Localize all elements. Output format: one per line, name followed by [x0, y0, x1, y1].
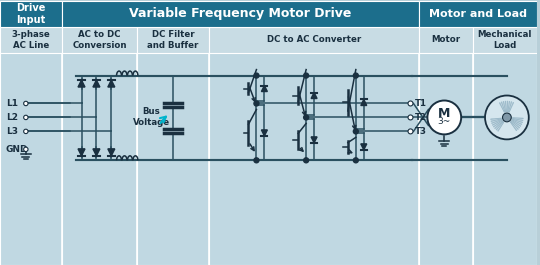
FancyBboxPatch shape	[473, 27, 537, 53]
Circle shape	[303, 73, 309, 78]
FancyBboxPatch shape	[137, 27, 209, 53]
Text: 3~: 3~	[437, 117, 451, 126]
FancyBboxPatch shape	[137, 27, 209, 265]
Polygon shape	[93, 80, 100, 87]
Polygon shape	[491, 119, 502, 124]
Circle shape	[254, 158, 259, 163]
Text: Bus
Voltage: Bus Voltage	[132, 107, 170, 127]
Polygon shape	[512, 118, 523, 121]
FancyBboxPatch shape	[0, 27, 62, 265]
FancyBboxPatch shape	[62, 1, 420, 27]
FancyBboxPatch shape	[420, 27, 473, 53]
Circle shape	[408, 101, 413, 106]
FancyBboxPatch shape	[0, 27, 62, 53]
FancyBboxPatch shape	[62, 27, 137, 265]
Polygon shape	[361, 144, 367, 150]
Circle shape	[24, 115, 28, 120]
Text: Motor: Motor	[431, 35, 461, 44]
Polygon shape	[512, 119, 523, 123]
Text: DC Filter
and Buffer: DC Filter and Buffer	[147, 30, 199, 50]
FancyBboxPatch shape	[209, 27, 420, 265]
Polygon shape	[512, 120, 522, 125]
Text: Variable Frequency Motor Drive: Variable Frequency Motor Drive	[130, 7, 352, 20]
Circle shape	[353, 73, 359, 78]
FancyBboxPatch shape	[0, 1, 62, 27]
Text: Mechanical
Load: Mechanical Load	[478, 30, 532, 50]
Circle shape	[408, 115, 413, 120]
Polygon shape	[508, 101, 512, 112]
FancyBboxPatch shape	[62, 27, 137, 53]
FancyBboxPatch shape	[209, 27, 420, 53]
Polygon shape	[499, 103, 504, 113]
Circle shape	[24, 129, 28, 134]
Polygon shape	[505, 101, 507, 112]
Polygon shape	[261, 86, 267, 91]
Polygon shape	[509, 102, 514, 112]
Text: L2: L2	[6, 113, 18, 122]
Polygon shape	[78, 80, 85, 87]
Polygon shape	[503, 101, 506, 112]
Text: Motor and Load: Motor and Load	[429, 9, 527, 19]
Circle shape	[427, 100, 461, 134]
Text: 3-phase
AC Line: 3-phase AC Line	[11, 30, 50, 50]
Text: M: M	[438, 107, 450, 120]
Polygon shape	[493, 121, 503, 127]
Text: AC to DC
Conversion: AC to DC Conversion	[72, 30, 127, 50]
Circle shape	[353, 129, 359, 134]
Circle shape	[24, 147, 28, 152]
FancyBboxPatch shape	[473, 27, 537, 265]
Polygon shape	[507, 101, 508, 112]
Polygon shape	[512, 118, 523, 119]
Circle shape	[303, 115, 309, 120]
Polygon shape	[311, 92, 317, 99]
Text: Drive
Input: Drive Input	[16, 3, 45, 25]
Polygon shape	[511, 120, 521, 127]
Text: L1: L1	[6, 99, 18, 108]
Circle shape	[303, 158, 309, 163]
Polygon shape	[495, 121, 503, 129]
Polygon shape	[108, 149, 115, 156]
Polygon shape	[508, 101, 510, 112]
Polygon shape	[497, 122, 504, 131]
Polygon shape	[361, 99, 367, 105]
Polygon shape	[490, 118, 502, 120]
FancyBboxPatch shape	[420, 1, 537, 27]
Circle shape	[254, 101, 259, 106]
Polygon shape	[496, 122, 503, 130]
Polygon shape	[501, 102, 505, 112]
Polygon shape	[93, 149, 100, 156]
Polygon shape	[510, 122, 517, 131]
Polygon shape	[491, 119, 502, 122]
Polygon shape	[261, 130, 267, 136]
Circle shape	[503, 113, 511, 122]
Text: L3: L3	[6, 127, 18, 136]
Polygon shape	[311, 137, 317, 143]
Polygon shape	[511, 121, 518, 130]
Circle shape	[353, 158, 359, 163]
Text: T1: T1	[415, 99, 427, 108]
Polygon shape	[108, 80, 115, 87]
Text: GND: GND	[6, 145, 29, 154]
Text: T2: T2	[415, 113, 427, 122]
FancyBboxPatch shape	[420, 27, 473, 265]
Text: DC to AC Converter: DC to AC Converter	[267, 35, 361, 44]
Text: T3: T3	[415, 127, 427, 136]
Polygon shape	[78, 149, 85, 156]
Circle shape	[254, 73, 259, 78]
Polygon shape	[511, 121, 520, 128]
Circle shape	[408, 129, 413, 134]
Circle shape	[24, 101, 28, 106]
Circle shape	[485, 95, 529, 139]
Polygon shape	[492, 120, 502, 126]
